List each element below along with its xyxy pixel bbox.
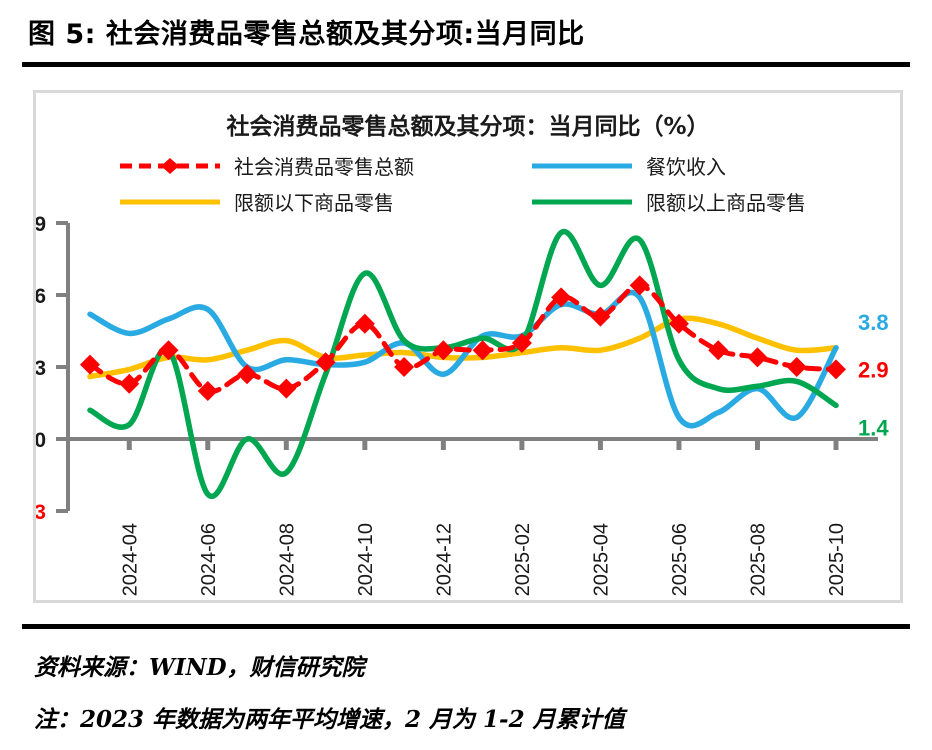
series-marker-total	[315, 352, 336, 373]
x-tick-label: 2025-10	[826, 523, 848, 596]
y-tick-label: 6	[36, 285, 46, 308]
chart-plot-svg: 9 6 3 0 -3 2024-04 2024-06 2024-08 2024-10 2024-1…	[36, 213, 889, 596]
footer-divider	[22, 624, 910, 629]
x-tick-label: 2024-06	[198, 523, 220, 596]
series-marker-total	[80, 354, 100, 375]
series-total	[80, 275, 846, 401]
series-marker-total	[237, 364, 258, 385]
series-line-total	[87, 282, 839, 394]
x-tick-label: 2024-12	[433, 523, 455, 596]
y-tick-label: 0	[36, 429, 46, 452]
legend-swatch-total-dashed-diamond	[118, 155, 222, 177]
x-tick-label: 2024-10	[355, 523, 377, 596]
legend-label-below-quota: 限额以下商品零售	[234, 191, 394, 215]
title-divider	[22, 62, 910, 67]
legend-label-catering: 餐饮收入	[646, 155, 726, 179]
y-tick-label: 9	[36, 213, 46, 236]
series-marker-total	[472, 340, 493, 361]
x-tick-label: 2025-04	[590, 523, 612, 596]
x-tick-label: 2024-08	[276, 523, 298, 596]
x-tick-label: 2025-08	[747, 523, 769, 596]
x-tick-label: 2025-06	[669, 523, 691, 596]
figure-title: 图 5: 社会消费品零售总额及其分项:当月同比	[28, 19, 585, 50]
series-marker-total	[786, 357, 807, 377]
legend-label-above-quota: 限额以上商品零售	[646, 191, 806, 215]
series-marker-total	[629, 275, 650, 296]
legend-item-below-quota[interactable]: 限额以下商品零售	[118, 187, 394, 216]
series-marker-total	[158, 340, 179, 361]
plot-area: 9 6 3 0 -3 2024-04 2024-06 2024-08 2024-10 2024-1…	[36, 93, 906, 606]
total-end-label: 2.9	[858, 357, 889, 382]
x-tick-group: 2024-04 2024-06 2024-08 2024-10 2024-12 2025-…	[119, 439, 848, 596]
legend-swatch-below-quota-line	[118, 191, 222, 213]
series-marker-total	[354, 313, 375, 334]
series-line-above_quota	[87, 228, 839, 500]
series-marker-total	[433, 340, 454, 361]
y-tick-label: 3	[36, 357, 46, 380]
series-marker-total	[119, 373, 140, 394]
legend-label-total: 社会消费品零售总额	[234, 155, 414, 179]
series-marker-total	[668, 313, 689, 334]
legend-item-total[interactable]: 社会消费品零售总额	[118, 151, 414, 180]
y-tick-label: -3	[36, 501, 46, 524]
legend-swatch-catering-line	[530, 155, 634, 177]
series-above_quota	[87, 228, 839, 500]
series-marker-total	[826, 359, 846, 380]
catering-end-label: 3.8	[858, 310, 889, 335]
x-tick-label: 2024-04	[119, 523, 141, 596]
chart-legend: 社会消费品零售总额 餐饮收入 限额以下商品零售	[112, 151, 872, 219]
series-marker-total	[590, 306, 611, 327]
x-tick-label: 2025-02	[512, 523, 534, 596]
above-quota-end-label: 1.4	[858, 415, 889, 440]
chart-frame: 社会消费品零售总额及其分项：当月同比（%） 社会消费品零售总额 餐饮收入	[33, 90, 903, 603]
series-marker-total	[394, 357, 415, 377]
series-marker-total	[747, 347, 768, 368]
data-note: 注：2023 年数据为两年平均增速，2 月为 1-2 月累计值	[34, 706, 625, 733]
series-marker-total	[708, 340, 729, 361]
series-marker-total	[511, 333, 532, 353]
source-note: 资料来源：WIND，财信研究院	[34, 654, 365, 681]
y-tick-group: 9 6 3 0 -3	[36, 213, 68, 524]
chart-title: 社会消费品零售总额及其分项：当月同比（%）	[226, 114, 710, 140]
legend-item-catering[interactable]: 餐饮收入	[530, 151, 726, 180]
series-marker-total	[276, 378, 297, 399]
series-marker-total	[551, 287, 572, 308]
series-marker-total	[197, 381, 218, 401]
legend-swatch-above-quota-line	[530, 191, 634, 213]
legend-item-above-quota[interactable]: 限额以上商品零售	[530, 187, 806, 216]
